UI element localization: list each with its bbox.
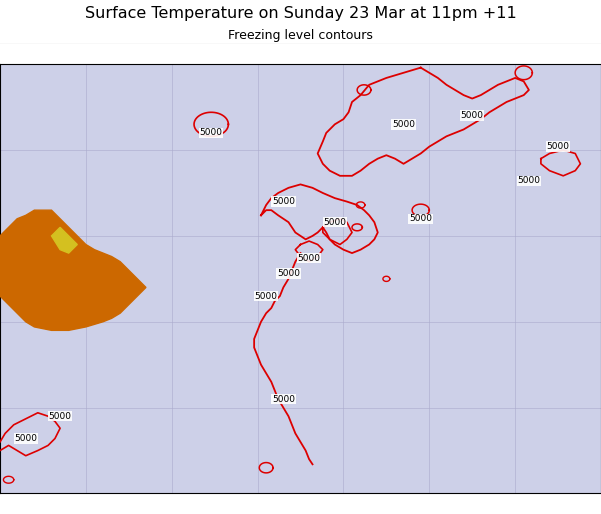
Text: 5000: 5000 (517, 176, 540, 186)
Text: 5000: 5000 (461, 111, 484, 120)
Text: 5000: 5000 (272, 395, 295, 403)
Text: 5000: 5000 (323, 218, 346, 227)
Text: 5000: 5000 (255, 291, 278, 301)
Text: 5000: 5000 (297, 254, 320, 263)
Text: 5000: 5000 (272, 197, 295, 206)
Text: 5000: 5000 (49, 412, 72, 421)
Text: Freezing level contours: Freezing level contours (228, 29, 373, 42)
Text: Surface Temperature on Sunday 23 Mar at 11pm +11: Surface Temperature on Sunday 23 Mar at … (85, 6, 516, 21)
Text: 5000: 5000 (14, 434, 37, 443)
Text: 5000: 5000 (277, 269, 300, 278)
Text: 5000: 5000 (392, 120, 415, 129)
Text: 5000: 5000 (200, 128, 223, 137)
Polygon shape (52, 227, 78, 253)
Polygon shape (0, 210, 146, 331)
Text: 5000: 5000 (409, 214, 432, 223)
Text: 5000: 5000 (546, 142, 570, 151)
